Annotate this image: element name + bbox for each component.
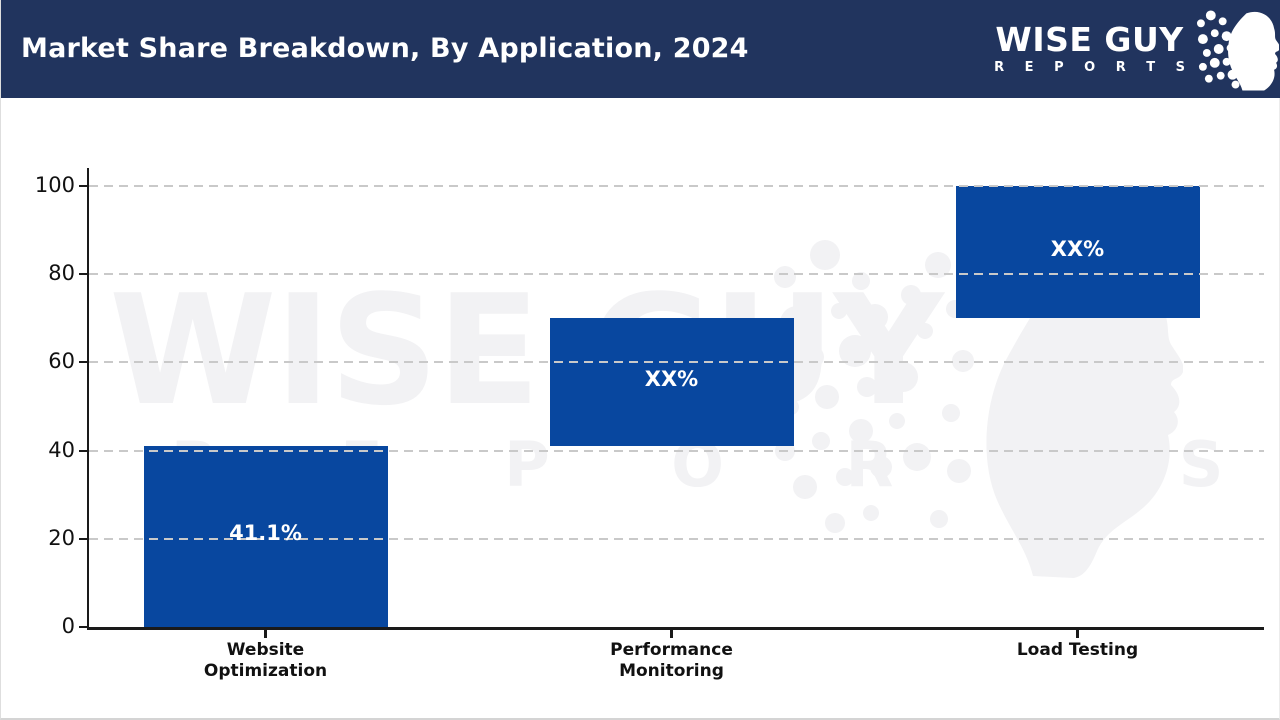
brand-head-profile-icon [1196, 10, 1279, 91]
y-tick-mark [79, 626, 89, 628]
page-title: Market Share Breakdown, By Application, … [21, 33, 749, 64]
header-bar: Market Share Breakdown, By Application, … [1, 0, 1280, 98]
y-axis-line [86, 168, 89, 630]
brand-logo: WISE GUY R E P O R T S [986, 0, 1279, 98]
x-category-label: Performance Monitoring [610, 640, 733, 681]
y-tick-label: 60 [48, 349, 75, 374]
bar-segment [549, 318, 794, 446]
x-category-label: Load Testing [1016, 640, 1139, 660]
brand-wordmark: WISE GUY [995, 20, 1184, 59]
y-tick-mark [79, 185, 89, 187]
y-tick-label: 20 [48, 525, 75, 550]
bar-value-label: XX% [644, 367, 699, 392]
x-tick-mark [1076, 630, 1079, 638]
bar-segment [955, 186, 1200, 319]
brand-reports-text: R E P O R T S [994, 60, 1193, 75]
x-tick-mark [670, 630, 673, 638]
y-tick-label: 0 [61, 614, 75, 638]
y-gridline [89, 449, 1264, 452]
y-tick-label: 40 [48, 437, 75, 462]
bar-segment [143, 445, 388, 627]
y-tick-label: 100 [34, 173, 75, 197]
x-tick-mark [264, 630, 267, 638]
bar-value-label: XX% [1050, 237, 1105, 262]
y-gridline [89, 273, 1264, 276]
y-tick-mark [79, 361, 89, 364]
y-tick-label: 80 [48, 261, 75, 286]
x-category-label: Website Optimization [203, 640, 328, 681]
bar-value-label: 41.1% [229, 521, 302, 546]
brand-text: WISE GUY R E P O R T S [986, 20, 1193, 76]
y-gridline [89, 537, 1264, 540]
x-axis-line [86, 627, 1264, 630]
y-tick-mark [79, 537, 89, 540]
y-tick-mark [79, 449, 89, 452]
y-gridline [89, 185, 1264, 187]
y-tick-mark [79, 273, 89, 276]
y-gridline [89, 361, 1264, 364]
